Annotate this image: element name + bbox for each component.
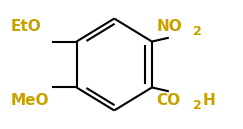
Text: 2: 2 — [193, 25, 201, 38]
Text: EtO: EtO — [10, 19, 41, 34]
Text: MeO: MeO — [10, 93, 49, 108]
Text: NO: NO — [156, 19, 182, 34]
Text: H: H — [202, 93, 215, 108]
Text: CO: CO — [156, 93, 181, 108]
Text: 2: 2 — [193, 99, 201, 112]
